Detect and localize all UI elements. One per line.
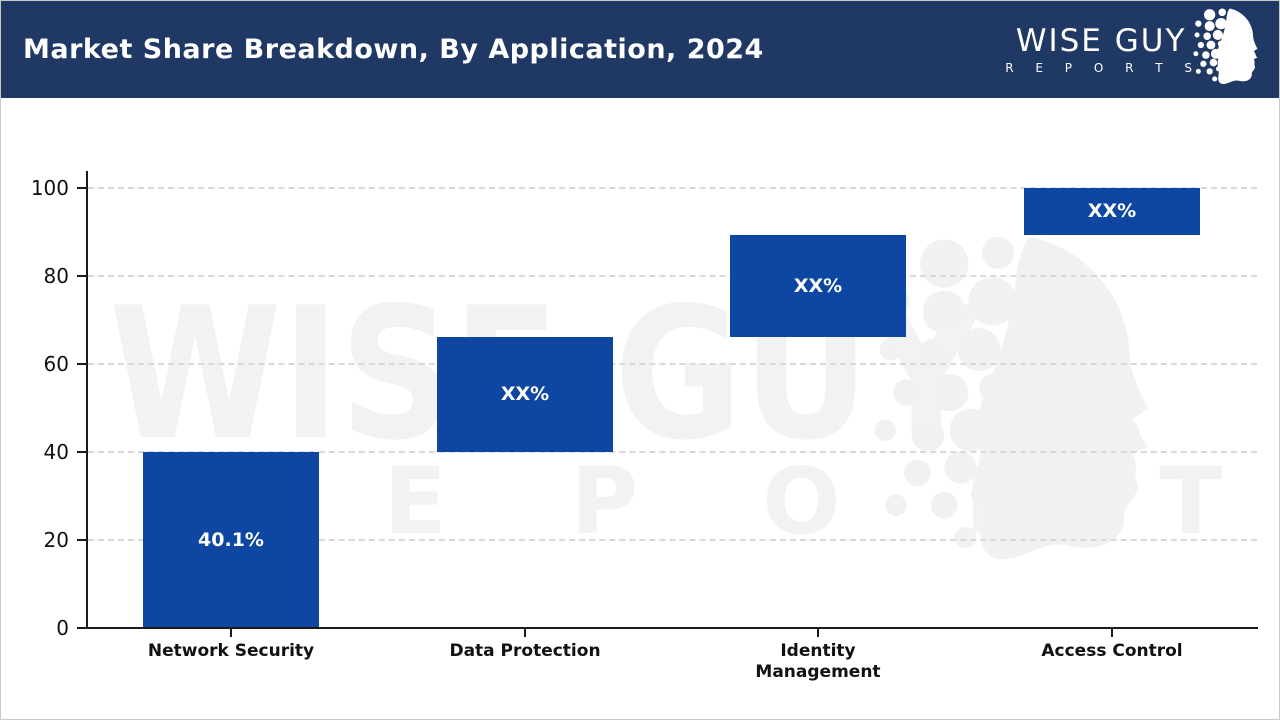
x-axis-line	[86, 627, 1258, 629]
gridline-80	[88, 275, 1257, 277]
x-tick	[817, 629, 819, 637]
y-tick	[77, 187, 86, 189]
bar-value-label: 40.1%	[198, 528, 264, 551]
bar-network-security: 40.1%	[143, 451, 319, 628]
bar-data-protection: XX%	[437, 336, 613, 452]
x-tick	[524, 629, 526, 637]
gridline-20	[88, 539, 1257, 541]
y-tick-label: 20	[43, 528, 69, 552]
y-tick-label: 0	[56, 616, 69, 640]
y-tick	[77, 275, 86, 277]
wise-guy-logo: WISE GUY R E P O R T S	[1001, 6, 1267, 94]
bar-identity-management: XX%	[730, 234, 906, 337]
logo-wordmark: WISE GUY	[1015, 22, 1187, 59]
bar-value-label: XX%	[500, 383, 550, 406]
y-tick	[77, 451, 86, 453]
y-axis-line	[86, 171, 88, 629]
page-title: Market Share Breakdown, By Application, …	[23, 34, 764, 65]
gridline-100	[88, 187, 1257, 189]
gridline-60	[88, 363, 1257, 365]
logo-subtitle: R E P O R T S	[1005, 60, 1201, 75]
y-tick	[77, 627, 86, 629]
y-tick-label: 100	[30, 176, 69, 200]
y-tick	[77, 539, 86, 541]
logo-face-icon	[1193, 8, 1258, 84]
x-tick	[230, 629, 232, 637]
x-category-label: Access Control	[1041, 641, 1183, 661]
x-category-label: Data Protection	[449, 641, 601, 661]
header-bar: Market Share Breakdown, By Application, …	[1, 1, 1279, 98]
y-tick-label: 60	[43, 352, 69, 376]
bar-value-label: XX%	[793, 274, 843, 297]
gridline-40	[88, 451, 1257, 453]
bar-access-control: XX%	[1024, 188, 1200, 235]
x-category-label: Identity Management	[755, 641, 881, 682]
x-category-label: Network Security	[147, 641, 315, 661]
y-tick-label: 80	[43, 264, 69, 288]
x-tick	[1111, 629, 1113, 637]
logo-text: WISE GUY R E P O R T S	[1001, 22, 1201, 75]
bar-value-label: XX%	[1087, 200, 1137, 223]
y-tick	[77, 363, 86, 365]
y-tick-label: 40	[43, 440, 69, 464]
